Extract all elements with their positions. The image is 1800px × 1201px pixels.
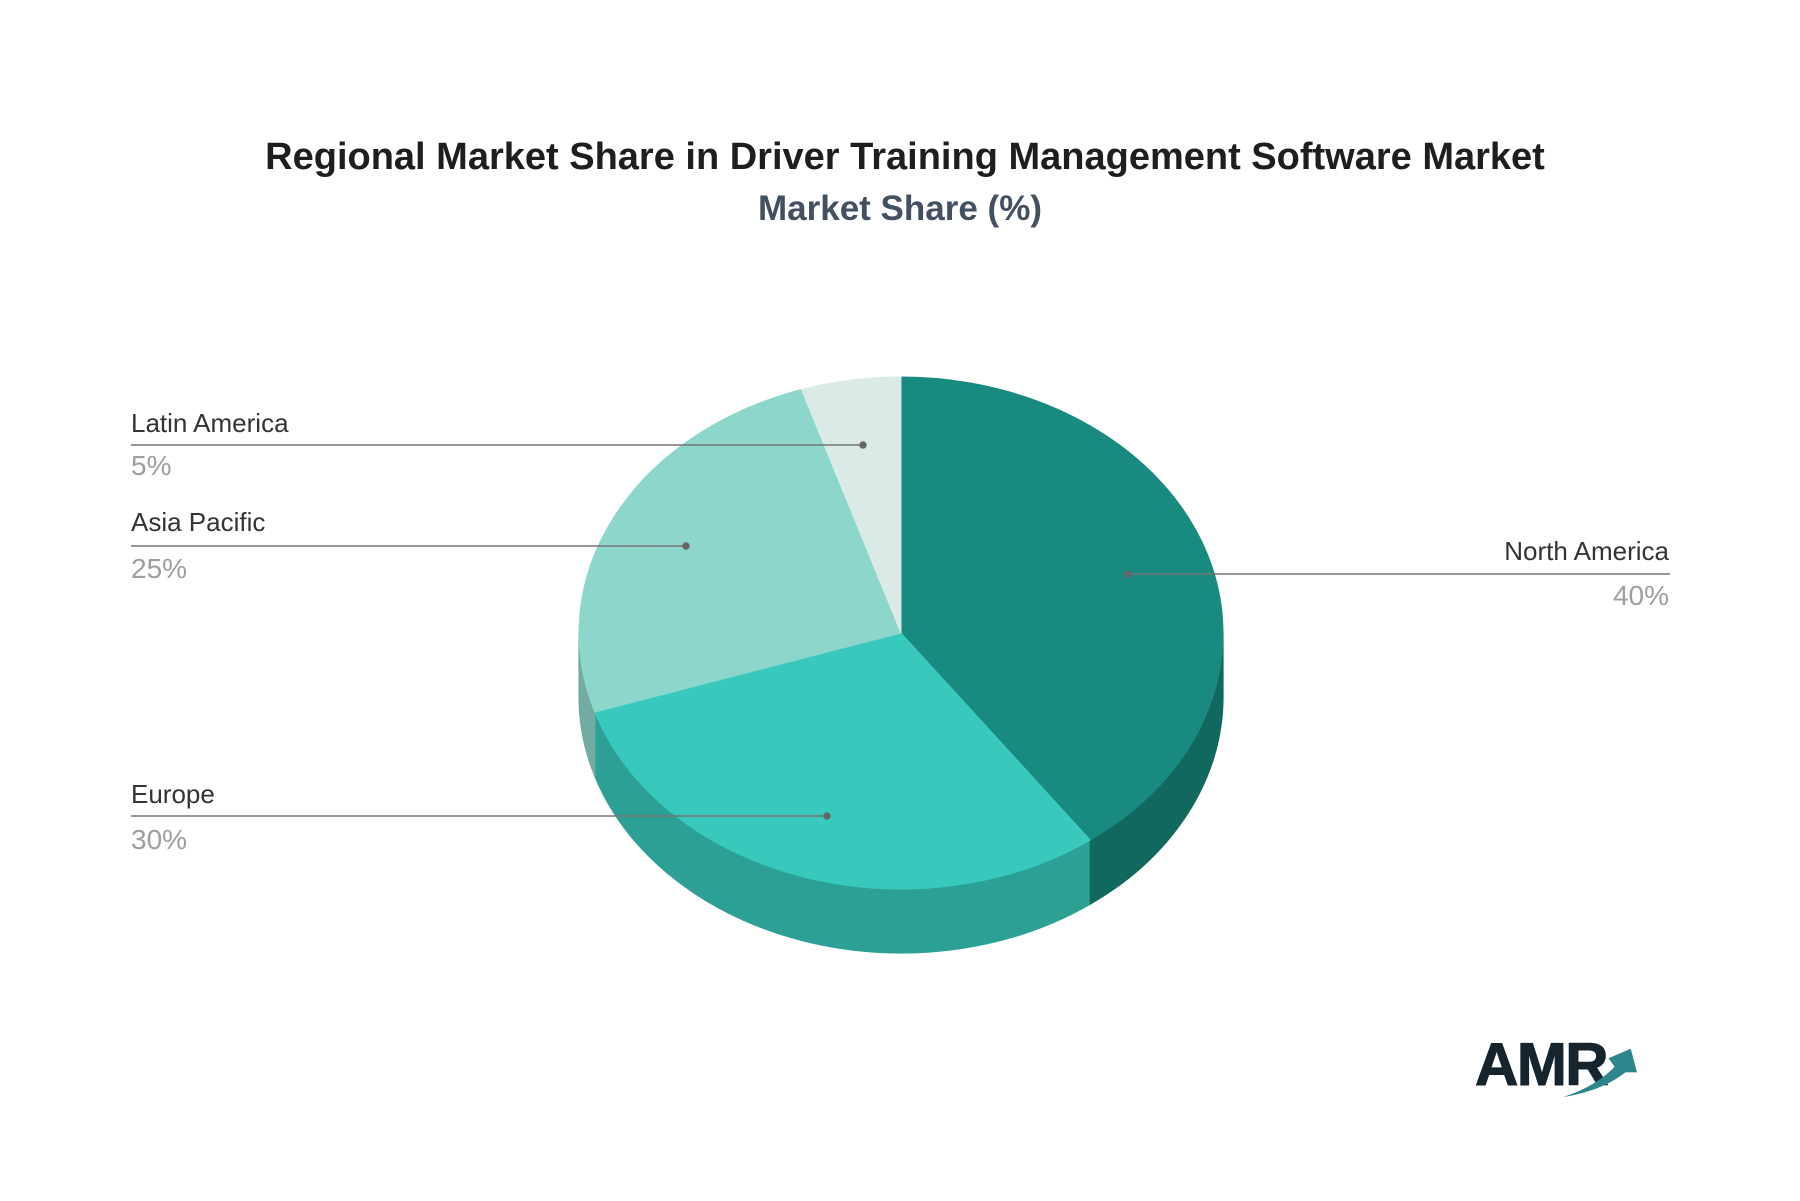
svg-text:25%: 25%: [131, 553, 187, 584]
svg-text:Market Share (%): Market Share (%): [758, 189, 1042, 228]
svg-text:40%: 40%: [1613, 580, 1669, 611]
svg-text:Regional Market Share in Drive: Regional Market Share in Driver Training…: [265, 136, 1545, 178]
svg-text:5%: 5%: [131, 450, 171, 481]
svg-text:30%: 30%: [131, 824, 187, 855]
svg-text:North America: North America: [1504, 536, 1669, 566]
svg-text:Europe: Europe: [131, 779, 215, 809]
svg-text:Asia Pacific: Asia Pacific: [131, 507, 265, 537]
svg-text:Latin America: Latin America: [131, 408, 289, 438]
